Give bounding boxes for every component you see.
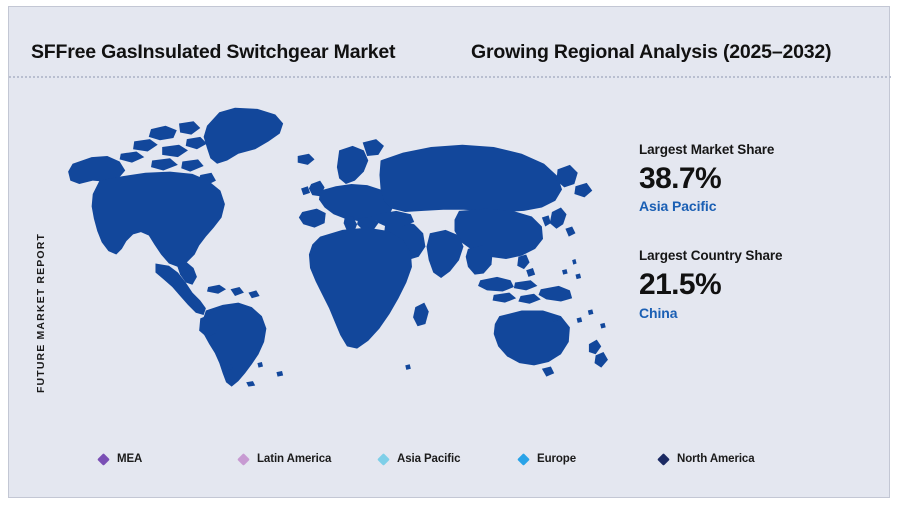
legend-label: Europe: [537, 453, 577, 465]
diamond-marker-icon: [517, 452, 530, 466]
infographic-panel: SFFree GasInsulated Switchgear Market Gr…: [8, 6, 891, 498]
header: SFFree GasInsulated Switchgear Market Gr…: [9, 7, 889, 76]
legend-item-europe: Europe: [517, 452, 577, 466]
stat-largest-market-share: Largest Market Share 38.7% Asia Pacific: [639, 142, 879, 214]
world-map: [67, 102, 627, 402]
diamond-marker-icon: [237, 452, 250, 466]
stat-largest-country-share: Largest Country Share 21.5% China: [639, 248, 879, 320]
header-divider: [9, 76, 891, 78]
stat-label: Largest Country Share: [639, 248, 783, 264]
brand-label: FUTURE MARKET REPORT: [35, 232, 47, 394]
stat-region: Asia Pacific: [639, 198, 717, 215]
legend-item-latin-america: Latin America: [237, 452, 332, 466]
legend-label: MEA: [117, 453, 143, 465]
stat-value: 21.5%: [639, 268, 722, 302]
stats-panel: Largest Market Share 38.7% Asia Pacific …: [639, 142, 879, 355]
diamond-marker-icon: [377, 452, 390, 466]
page-title: SFFree GasInsulated Switchgear Market: [31, 41, 396, 63]
world-map-svg: [68, 107, 608, 387]
legend-item-mea: MEA: [97, 452, 143, 466]
legend-item-north-america: North America: [657, 452, 755, 466]
legend: MEA Latin America Asia Pacific Europe No…: [9, 447, 891, 477]
legend-item-asia-pacific: Asia Pacific: [377, 452, 461, 466]
stat-region: China: [639, 304, 678, 321]
legend-label: Latin America: [257, 453, 332, 465]
legend-label: North America: [677, 453, 755, 465]
diamond-marker-icon: [97, 452, 110, 466]
diamond-marker-icon: [657, 452, 670, 466]
map-landmasses: [68, 107, 608, 387]
stat-value: 38.7%: [639, 162, 722, 195]
page-subtitle: Growing Regional Analysis (2025–2032): [471, 41, 832, 63]
legend-label: Asia Pacific: [397, 453, 461, 465]
stat-label: Largest Market Share: [639, 142, 775, 157]
